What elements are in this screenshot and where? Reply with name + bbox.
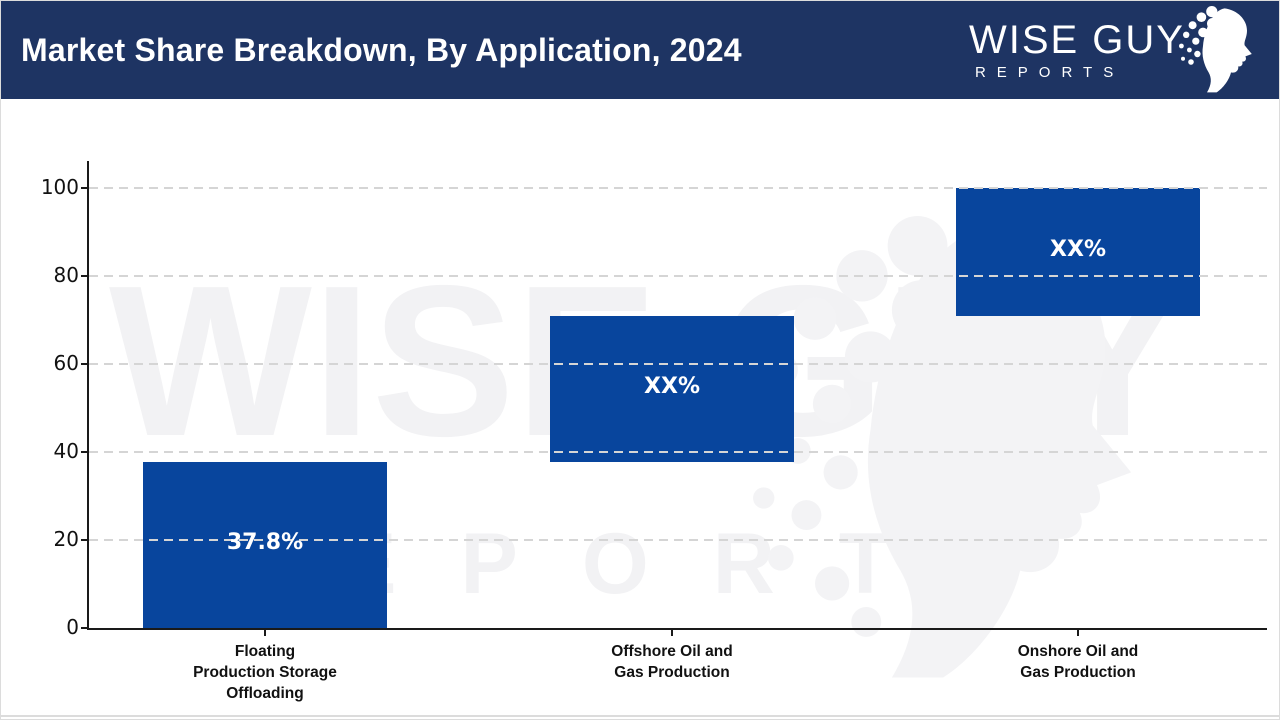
grid-line: [89, 451, 1267, 453]
header-bar: Market Share Breakdown, By Application, …: [1, 1, 1279, 99]
grid-line: [89, 539, 1267, 541]
x-category-line: Offshore Oil and: [611, 643, 733, 660]
y-tick-label: 20: [53, 527, 79, 551]
logo-face-icon: [1179, 6, 1252, 93]
logo-line2: REPORTS: [974, 63, 1125, 81]
wise-guy-reports-logo: WISE GUY REPORTS: [969, 6, 1267, 94]
bar-value-label: XX%: [1050, 236, 1106, 262]
page-title: Market Share Breakdown, By Application, …: [21, 31, 742, 68]
grid-line: [89, 363, 1267, 365]
x-category-line: Production Storage: [193, 664, 337, 681]
x-axis-line: [87, 628, 1267, 630]
x-category-line: Offloading: [226, 685, 304, 702]
bar-segment: [550, 315, 794, 462]
y-tick-label: 60: [53, 351, 79, 375]
logo-wordmark: WISE GUY REPORTS: [969, 20, 1185, 81]
y-axis-line: [87, 161, 89, 630]
x-axis-tick: [264, 630, 266, 636]
y-axis-tick: [81, 275, 89, 277]
y-tick-label: 40: [53, 439, 79, 463]
x-category-label: Onshore Oil and Gas Production: [908, 641, 1248, 683]
y-axis-tick: [81, 187, 89, 189]
bar-value-label: 37.8%: [226, 529, 304, 555]
y-tick-label: 80: [53, 263, 79, 287]
bottom-rule: [1, 715, 1279, 717]
x-category-label: Offshore Oil and Gas Production: [502, 641, 842, 683]
y-axis-tick: [81, 451, 89, 453]
bar-value-label: XX%: [644, 373, 700, 399]
y-axis-tick: [81, 627, 89, 629]
y-tick-label: 0: [66, 615, 79, 639]
x-category-line: Gas Production: [1020, 664, 1136, 681]
x-category-label: Floating Production Storage Offloading: [95, 641, 435, 704]
y-axis-tick: [81, 363, 89, 365]
x-axis-tick: [1077, 630, 1079, 636]
x-category-line: Onshore Oil and: [1017, 643, 1139, 660]
x-axis-tick: [671, 630, 673, 636]
x-category-line: Floating: [234, 643, 296, 660]
grid-line: [89, 187, 1267, 189]
logo-line1: WISE GUY: [968, 17, 1185, 62]
y-tick-label: 100: [40, 175, 79, 199]
bar-segment: [956, 188, 1200, 316]
bar-segment: [143, 461, 387, 628]
y-axis-tick: [81, 539, 89, 541]
grid-line: [89, 275, 1267, 277]
x-category-line: Gas Production: [614, 664, 730, 681]
